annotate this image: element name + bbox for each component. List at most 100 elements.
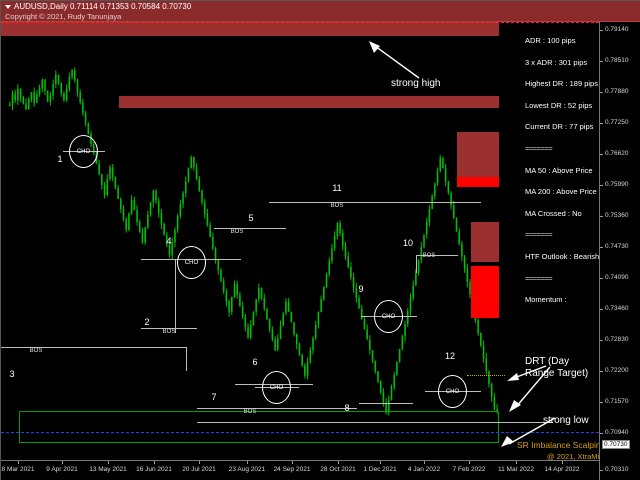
price-tick-label: 0.74090 — [605, 274, 629, 281]
upper-reference-line — [1, 22, 599, 23]
price-tick-label: 0.77880 — [605, 88, 629, 95]
price-tick-mark — [600, 216, 603, 217]
bos-line-5 — [214, 228, 286, 229]
info-3x-adr: 3 x ADR : 301 pips — [525, 57, 588, 67]
bos-label: BOS — [162, 329, 176, 335]
price-tick-mark — [600, 154, 603, 155]
bos-line-2 — [141, 328, 197, 329]
time-axis[interactable]: 8 Mar 2021 9 Apr 2021 13 May 2021 16 Jun 20… — [1, 460, 599, 480]
price-tick-mark — [600, 247, 603, 248]
price-tick-label: 0.75990 — [605, 181, 629, 188]
lower-reference-line — [1, 432, 599, 433]
drt-arrow-upper — [507, 365, 547, 381]
chart-plot-area[interactable]: CHO CHO CHO CHO CHO 1 2 3 4 5 6 7 8 9 10… — [1, 22, 599, 460]
strong-low-arrow — [501, 417, 556, 447]
structure-number: 8 — [344, 403, 350, 413]
bos-line-10 — [416, 255, 458, 256]
supply-zone-strong-high — [1, 22, 499, 36]
price-tick-label: 0.77250 — [605, 119, 629, 126]
strong-high-label: strong high — [391, 78, 441, 89]
supply-zone-3-band — [471, 266, 499, 318]
price-tick-label: 0.70310 — [605, 466, 629, 473]
info-momentum: Momentum : — [525, 295, 567, 305]
demand-zone-strong-low — [19, 411, 499, 443]
info-ma-200: MA 200 : Above Price — [525, 187, 597, 197]
cho-marker-2: CHO — [177, 246, 206, 279]
structure-number: 12 — [444, 351, 456, 361]
time-tick-mark — [338, 461, 339, 464]
price-axis[interactable]: 0.79140 0.78510 0.77880 0.77250 0.76620 0.759… — [599, 22, 640, 480]
info-highest-dr: Highest DR : 189 pips — [525, 79, 598, 89]
bos-line-7 — [197, 408, 357, 409]
cho-label: CHO — [269, 384, 284, 391]
time-tick-mark — [562, 461, 563, 464]
cho-marker-1: CHO — [69, 135, 98, 168]
time-tick-label: 16 Jun 2021 — [136, 466, 172, 473]
time-tick-mark — [469, 461, 470, 464]
cho-marker-5: CHO — [438, 375, 467, 408]
info-separator-2: ======= — [525, 230, 553, 240]
time-tick-label: 7 Feb 2022 — [452, 466, 486, 473]
chart-title-bar: AUDUSD,Daily 0.71114 0.71353 0.70584 0.7… — [1, 1, 640, 22]
time-tick-mark — [424, 461, 425, 464]
info-ma-crossed: MA Crossed : No — [525, 208, 582, 218]
price-tick-label: 0.76620 — [605, 150, 629, 157]
time-tick-mark — [380, 461, 381, 464]
cho-marker-4: CHO — [374, 300, 403, 333]
supply-zone-3 — [471, 222, 499, 262]
supply-zone-1 — [119, 96, 499, 108]
time-tick-label: 9 Apr 2021 — [46, 466, 78, 473]
structure-number: 10 — [402, 238, 414, 248]
info-adr: ADR : 100 pips — [525, 36, 576, 45]
watermark-line1: SR Imbalance Scalping — [517, 440, 599, 450]
time-tick-label: 4 Jan 2022 — [407, 466, 441, 473]
price-tick-label: 0.74730 — [605, 243, 629, 250]
bos-label: BOS — [243, 409, 257, 415]
price-tick-mark — [600, 61, 603, 62]
info-separator-3: ======= — [525, 273, 553, 283]
structure-number: 1 — [57, 154, 63, 164]
price-tick-mark — [600, 185, 603, 186]
drt-line-upper — [467, 375, 505, 376]
current-price-label: 0.70730 — [602, 440, 630, 449]
drt-label: DRT (Day Range Target) — [525, 356, 588, 380]
time-tick-label: 20 Jul 2021 — [182, 466, 216, 473]
time-tick-label: 23 Aug 2021 — [228, 466, 266, 473]
structure-number: 5 — [248, 213, 254, 223]
info-ma-50: MA 50 : Above Price — [525, 165, 593, 175]
symbol-info: AUDUSD,Daily 0.71114 0.71353 0.70584 0.7… — [5, 2, 191, 11]
bos-leg-10 — [416, 255, 417, 273]
info-htf-outlook: HTF Outlook : Bearish — [525, 251, 599, 261]
time-tick-mark — [516, 461, 517, 464]
cho-label: CHO — [381, 313, 396, 320]
cho-label: CHO — [445, 388, 460, 395]
price-tick-mark — [600, 30, 603, 31]
info-lowest-dr: Lowest DR : 52 pips — [525, 100, 593, 110]
price-tick-label: 0.72830 — [605, 336, 629, 343]
structure-number: 3 — [9, 369, 15, 379]
drt-arrow-lower — [509, 366, 551, 412]
time-tick-label: 11 Mar 2022 — [497, 466, 535, 473]
drt-label-line1: DRT (Day — [525, 356, 570, 367]
bos-line-8b — [197, 422, 553, 423]
price-tick-label: 0.73460 — [605, 305, 629, 312]
supply-zone-2 — [457, 132, 499, 177]
cho-marker-3: CHO — [262, 371, 291, 404]
info-current-dr: Current DR : 77 pips — [525, 122, 594, 132]
bos-leg-4 — [175, 259, 176, 333]
strong-low-label: strong low — [543, 415, 589, 426]
bos-leg-3 — [186, 347, 187, 371]
time-tick-mark — [62, 461, 63, 464]
structure-number: 6 — [252, 357, 258, 367]
structure-number: 7 — [211, 392, 217, 402]
chevron-down-icon[interactable] — [5, 4, 11, 9]
price-tick-mark — [600, 278, 603, 279]
bos-label: BOS — [330, 203, 344, 209]
price-tick-mark — [600, 92, 603, 93]
time-tick-mark — [292, 461, 293, 464]
time-tick-label: 28 Oct 2021 — [320, 466, 356, 473]
price-tick-mark — [600, 123, 603, 124]
strong-high-arrow — [369, 41, 420, 79]
structure-number: 11 — [332, 183, 342, 193]
